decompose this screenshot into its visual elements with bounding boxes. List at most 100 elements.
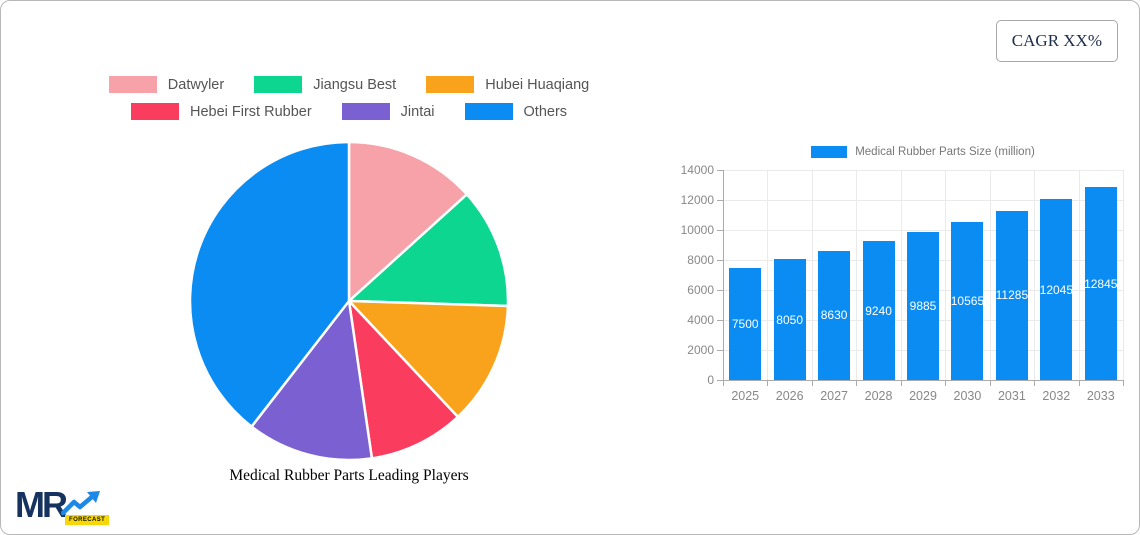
bar-value-label: 11285 [995, 288, 1029, 303]
legend-swatch [341, 103, 390, 120]
h-gridline [723, 170, 1123, 171]
bar-value-label: 8630 [820, 308, 848, 323]
y-tick [717, 230, 723, 231]
y-tick-label: 6000 [687, 283, 714, 297]
x-tick-label: 2028 [864, 389, 893, 403]
bar-2027[interactable] [818, 250, 851, 380]
bar-2029[interactable] [907, 231, 939, 380]
pie-slice-others[interactable] [188, 140, 351, 428]
pie-legend-item-others[interactable]: Others [464, 103, 568, 120]
x-tick [767, 380, 769, 386]
y-tick [717, 380, 723, 381]
bar-value-label: 8050 [776, 312, 804, 327]
v-gridline [856, 170, 858, 380]
bar-2025[interactable] [729, 267, 762, 380]
bar-legend-label: Medical Rubber Parts Size (million) [855, 146, 1035, 158]
pie-slice-hubei-huaqiang[interactable] [347, 299, 510, 419]
bar-2032[interactable] [1040, 199, 1073, 380]
pie-slice-hebei-first-rubber[interactable] [347, 299, 460, 460]
pie-chart-title: Medical Rubber Parts Leading Players [229, 467, 469, 484]
bar-2030[interactable] [951, 221, 984, 380]
pie-chart [188, 140, 510, 462]
y-tick [717, 350, 723, 351]
h-gridline [723, 230, 1123, 231]
x-tick-label: 2026 [775, 389, 804, 403]
x-tick [1034, 380, 1036, 386]
y-tick-label: 8000 [687, 253, 714, 267]
legend-swatch [426, 76, 475, 93]
x-tick [1123, 380, 1124, 386]
pie-legend-item-datwyler[interactable]: Datwyler [108, 76, 225, 93]
legend-swatch [130, 103, 179, 120]
x-tick-label: 2032 [1042, 389, 1071, 403]
logo-forecast-text: FORECAST [65, 515, 110, 525]
pie-legend-item-jintai[interactable]: Jintai [341, 103, 435, 120]
y-tick [717, 170, 723, 171]
y-tick-label: 2000 [687, 343, 714, 357]
v-gridline [1078, 170, 1080, 380]
pie-slice-jintai[interactable] [250, 299, 374, 462]
legend-label: Jintai [400, 103, 435, 120]
x-tick-label: 2030 [953, 389, 982, 403]
y-axis-line [723, 170, 724, 380]
y-tick-label: 12000 [680, 193, 714, 207]
v-gridline [767, 170, 769, 380]
bar-value-label: 9240 [865, 303, 892, 318]
y-tick-label: 4000 [687, 313, 714, 327]
bar-chart-section: Medical Rubber Parts Size (million) 0 200… [681, 146, 1136, 403]
x-axis-line [723, 380, 1123, 381]
x-tick-label: 2029 [909, 389, 937, 403]
pie-legend-item-hubei-huaqiang[interactable]: Hubei Huaqiang [426, 76, 589, 93]
pie-legend-row: Hebei First Rubber Jintai Others [1, 103, 697, 120]
x-tick [989, 380, 991, 386]
y-tick-label: 10000 [680, 223, 714, 237]
pie-slice-jiangsu-best[interactable] [347, 193, 510, 308]
pie-legend-item-jiangsu-best[interactable]: Jiangsu Best [254, 76, 396, 93]
bar-legend-swatch [811, 146, 848, 158]
bar-value-label: 7500 [731, 316, 759, 331]
bar-chart-plot: 0 2000 4000 6000 8000 10000 12000 14000 7500 2025… [681, 163, 1124, 403]
cagr-badge[interactable]: CAGR XX% [995, 20, 1118, 62]
x-tick [856, 380, 858, 386]
x-tick [723, 380, 724, 386]
pie-legend-row: Datwyler Jiangsu Best Hubei Huaqiang [1, 76, 697, 93]
legend-label: Jiangsu Best [313, 76, 397, 93]
bar-2028[interactable] [862, 241, 895, 380]
x-tick-label: 2025 [731, 389, 760, 403]
cagr-label: CAGR XX% [1011, 31, 1102, 50]
v-gridline [1034, 170, 1036, 380]
bar-2033[interactable] [1084, 187, 1117, 380]
v-gridline [900, 170, 902, 380]
v-gridline [989, 170, 991, 380]
x-tick [900, 380, 902, 386]
legend-label: Datwyler [167, 76, 225, 93]
y-tick [717, 200, 723, 201]
x-tick-label: 2027 [820, 389, 849, 403]
v-gridline [1123, 170, 1124, 380]
x-tick-label: 2033 [1086, 389, 1115, 403]
pie-legend: Datwyler Jiangsu Best Hubei Huaqiang Hebei … [1, 76, 697, 120]
y-tick [717, 290, 723, 291]
pie-chart-section: Datwyler Jiangsu Best Hubei Huaqiang Hebei … [1, 76, 697, 484]
bar-legend-item[interactable]: Medical Rubber Parts Size (million) [723, 146, 1123, 158]
x-tick [811, 380, 813, 386]
legend-swatch [108, 76, 157, 93]
pie-slice-datwyler[interactable] [347, 140, 469, 303]
x-tick [945, 380, 947, 386]
y-tick-label: 14000 [680, 163, 714, 177]
legend-label: Others [523, 103, 568, 120]
y-tick-label: 0 [707, 373, 714, 387]
v-gridline [945, 170, 947, 380]
legend-label: Hebei First Rubber [189, 103, 312, 120]
x-tick-label: 2031 [997, 389, 1026, 403]
pie-legend-item-hebei-first-rubber[interactable]: Hebei First Rubber [130, 103, 312, 120]
bar-2026[interactable] [773, 259, 806, 380]
legend-label: Hubei Huaqiang [485, 76, 590, 93]
bar-value-label: 12845 [1084, 276, 1118, 291]
trend-arrow-icon [61, 491, 100, 516]
bar-2031[interactable] [995, 210, 1028, 380]
h-gridline [723, 200, 1123, 201]
v-gridline [811, 170, 813, 380]
mrforecast-logo[interactable]: MR FORECAST [15, 485, 115, 531]
